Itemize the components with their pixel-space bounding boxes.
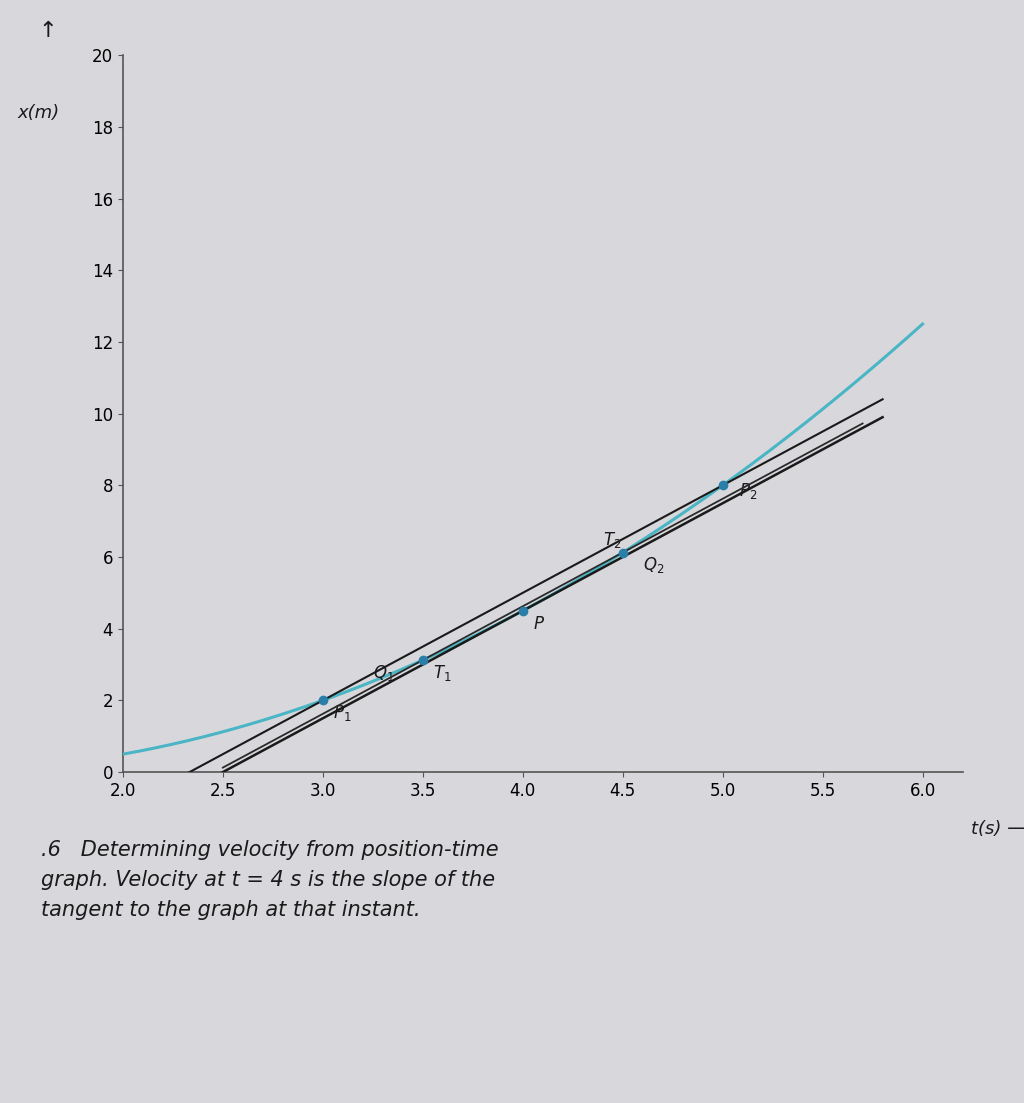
Text: $P_1$: $P_1$ — [333, 704, 351, 724]
Text: $P_2$: $P_2$ — [738, 481, 757, 501]
Text: $Q_2$: $Q_2$ — [643, 556, 664, 576]
Text: ↑: ↑ — [38, 21, 56, 41]
Text: $P$: $P$ — [532, 614, 545, 633]
Text: x(m): x(m) — [17, 104, 60, 121]
Text: .6   Determining velocity from position-time
graph. Velocity at t = 4 s is the s: .6 Determining velocity from position-ti… — [41, 840, 499, 920]
Text: $T_2$: $T_2$ — [603, 531, 622, 550]
Text: $Q_1$: $Q_1$ — [373, 663, 394, 683]
Text: $T_1$: $T_1$ — [433, 663, 452, 683]
Text: t(s) ⟶: t(s) ⟶ — [971, 821, 1024, 838]
